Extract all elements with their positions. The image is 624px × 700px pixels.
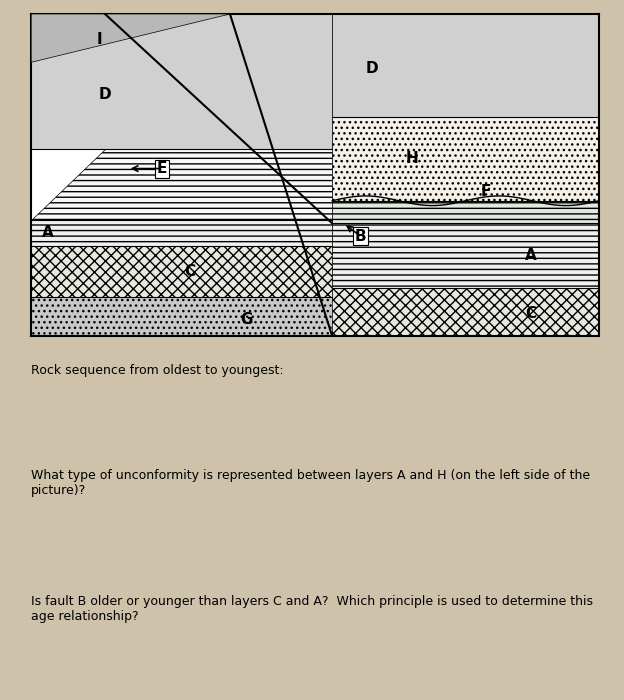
Text: I: I [97, 32, 102, 48]
Text: D: D [366, 61, 378, 76]
Text: D: D [99, 87, 111, 102]
Polygon shape [31, 298, 599, 336]
Text: E: E [157, 161, 167, 176]
Text: B: B [354, 229, 366, 244]
Polygon shape [332, 117, 599, 201]
Text: F: F [480, 183, 490, 199]
Polygon shape [332, 201, 599, 223]
Polygon shape [31, 246, 332, 298]
Text: Is fault B older or younger than layers C and A?  Which principle is used to det: Is fault B older or younger than layers … [31, 595, 593, 623]
Polygon shape [332, 288, 599, 336]
Text: C: C [525, 306, 537, 321]
Polygon shape [31, 14, 332, 149]
Text: A: A [42, 225, 54, 241]
Text: C: C [185, 264, 196, 279]
Text: H: H [405, 151, 418, 167]
Polygon shape [31, 149, 332, 220]
Text: Rock sequence from oldest to youngest:: Rock sequence from oldest to youngest: [31, 364, 284, 377]
Polygon shape [31, 220, 332, 246]
Polygon shape [31, 14, 230, 62]
Text: What type of unconformity is represented between layers A and H (on the left sid: What type of unconformity is represented… [31, 469, 590, 497]
Text: G: G [241, 312, 253, 328]
Polygon shape [332, 14, 599, 117]
Polygon shape [332, 223, 599, 288]
Text: A: A [525, 248, 537, 263]
